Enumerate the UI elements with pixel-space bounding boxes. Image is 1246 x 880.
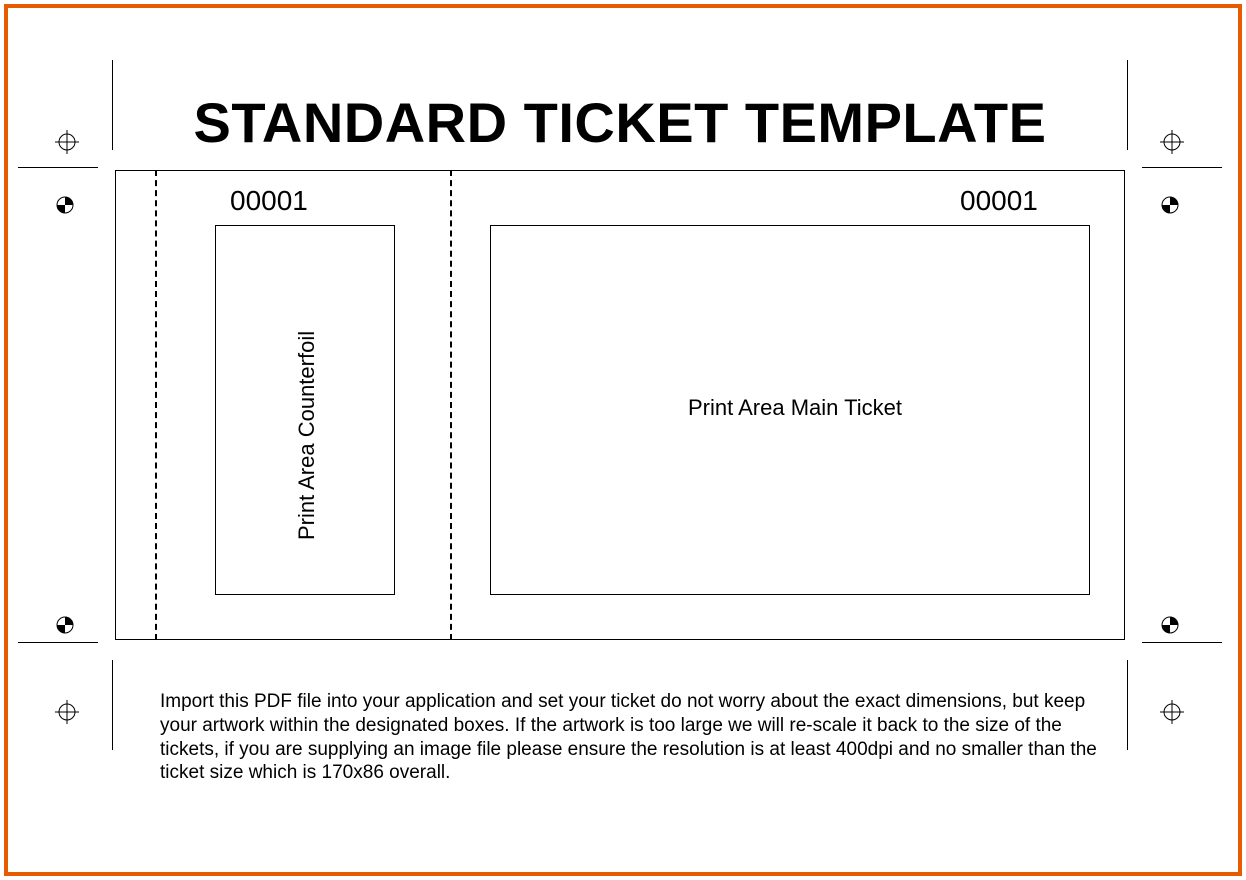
crop-mark-line	[112, 60, 113, 150]
crop-mark-line	[18, 167, 98, 168]
main-ticket-number: 00001	[960, 185, 1038, 217]
perforation-line-right	[450, 170, 452, 640]
registration-crosshair-icon	[1160, 700, 1184, 724]
counterfoil-area-label: Print Area Counterfoil	[294, 280, 320, 540]
template-canvas: STANDARD TICKET TEMPLATE 00001 00001 Pri…	[0, 0, 1246, 880]
crop-mark-line	[112, 660, 113, 750]
instructions-text: Import this PDF file into your applicati…	[160, 690, 1110, 785]
crop-mark-line	[18, 642, 98, 643]
counterfoil-number: 00001	[230, 185, 308, 217]
registration-dot-icon	[55, 615, 75, 635]
registration-crosshair-icon	[1160, 130, 1184, 154]
registration-dot-icon	[55, 195, 75, 215]
crop-mark-line	[1142, 167, 1222, 168]
crop-mark-line	[1127, 660, 1128, 750]
crop-mark-line	[1142, 642, 1222, 643]
crop-mark-line	[1127, 60, 1128, 150]
registration-crosshair-icon	[55, 130, 79, 154]
template-title: STANDARD TICKET TEMPLATE	[115, 90, 1125, 155]
registration-dot-icon	[1160, 615, 1180, 635]
registration-crosshair-icon	[55, 700, 79, 724]
main-area-label: Print Area Main Ticket	[680, 395, 910, 421]
perforation-line-left	[155, 170, 157, 640]
registration-dot-icon	[1160, 195, 1180, 215]
